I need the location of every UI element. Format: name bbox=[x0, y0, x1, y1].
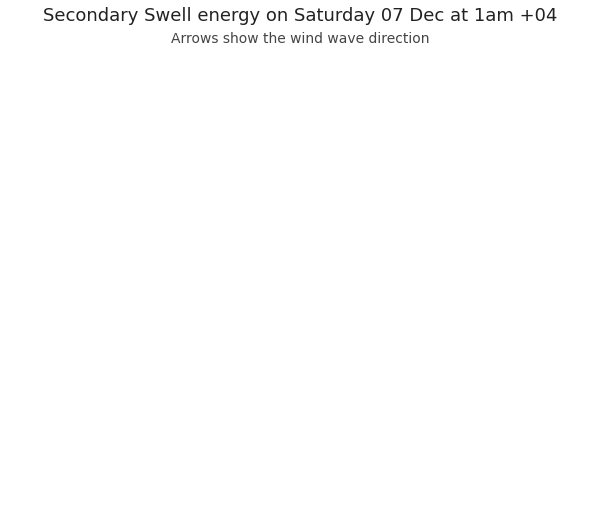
Text: Map (cartopy not available): Map (cartopy not available) bbox=[204, 272, 397, 287]
Text: Secondary Swell energy on Saturday 07 Dec at 1am +04: Secondary Swell energy on Saturday 07 De… bbox=[43, 7, 558, 25]
Text: Arrows show the wind wave direction: Arrows show the wind wave direction bbox=[171, 32, 430, 46]
